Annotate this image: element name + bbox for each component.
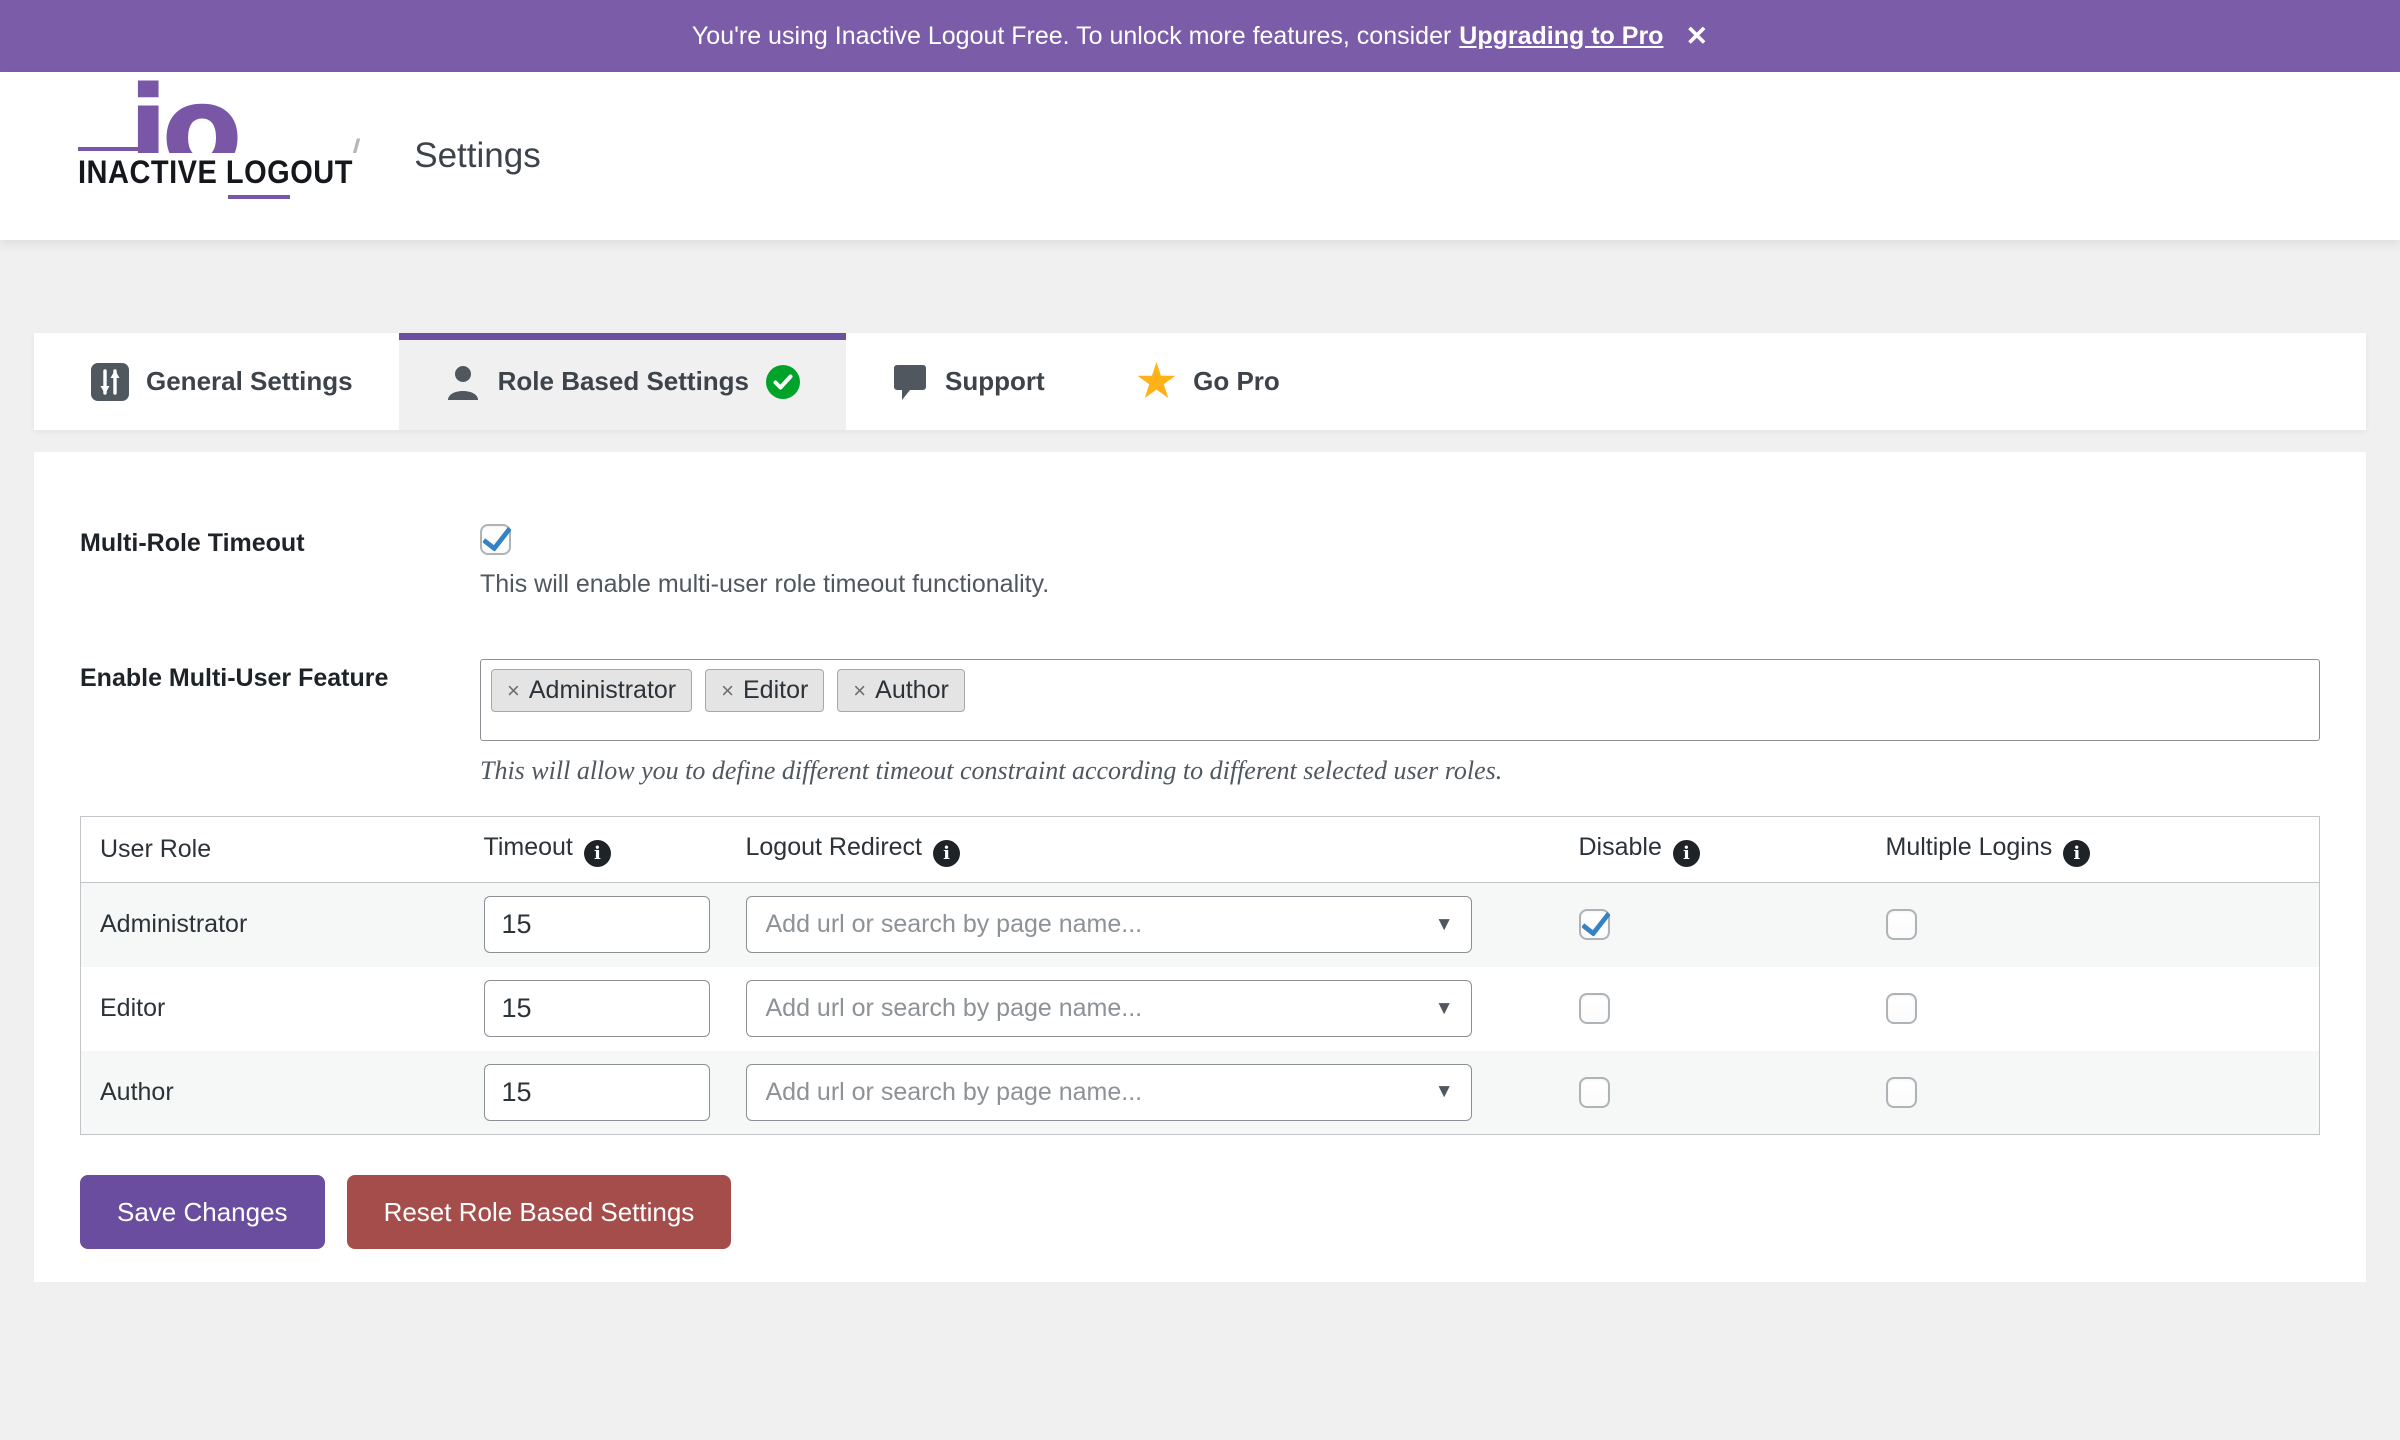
multiple-logins-checkbox[interactable] bbox=[1885, 993, 1917, 1024]
remove-tag-icon[interactable]: × bbox=[853, 677, 867, 703]
chevron-down-icon: ▼ bbox=[1434, 913, 1454, 935]
role-cell: Administrator bbox=[100, 910, 248, 939]
star-icon: ★ bbox=[1136, 356, 1177, 406]
multi-role-timeout-checkbox[interactable] bbox=[480, 524, 511, 555]
logout-redirect-select[interactable]: Add url or search by page name... ▼ bbox=[745, 896, 1472, 954]
multiple-logins-checkbox[interactable] bbox=[1885, 1076, 1917, 1108]
col-user-role: User Role bbox=[80, 816, 484, 883]
col-multiple-logins: Multiple Logins i bbox=[1885, 816, 2320, 883]
timeout-input[interactable] bbox=[483, 896, 710, 954]
check-circle-icon bbox=[766, 364, 801, 399]
chat-bubble-icon bbox=[892, 363, 928, 401]
disable-checkbox[interactable] bbox=[1578, 1076, 1610, 1108]
logo-line-right bbox=[228, 195, 290, 199]
role-tag-administrator: × Administrator bbox=[491, 669, 693, 712]
tab-role-based-settings[interactable]: Role Based Settings bbox=[398, 333, 847, 430]
select-placeholder: Add url or search by page name... bbox=[765, 1077, 1143, 1106]
role-settings-table: User Role Timeout i Logout Redirect i Disa… bbox=[80, 816, 2320, 1135]
role-tag-label: Administrator bbox=[528, 676, 677, 704]
settings-tabs: General Settings Role Based Settings Sup… bbox=[34, 333, 2366, 430]
multi-role-timeout-row: Multi-Role Timeout This will enable mult… bbox=[80, 524, 2320, 599]
inactive-logout-logo: io INACTIVE LOGOUT bbox=[78, 60, 359, 212]
tab-go-pro[interactable]: ★ Go Pro bbox=[1091, 333, 1326, 430]
role-tag-label: Editor bbox=[742, 676, 809, 704]
logo-title: INACTIVE LOGOUT bbox=[78, 153, 359, 195]
enable-multi-user-label: Enable Multi-User Feature bbox=[80, 664, 389, 692]
col-disable: Disable i bbox=[1578, 816, 1886, 883]
disable-checkbox[interactable] bbox=[1578, 993, 1610, 1024]
banner-message: You're using Inactive Logout Free. To un… bbox=[691, 21, 1452, 50]
role-tag-author: × Author bbox=[837, 669, 965, 712]
main-area: General Settings Role Based Settings Sup… bbox=[0, 333, 2400, 1282]
disable-checkbox[interactable] bbox=[1578, 909, 1610, 941]
table-row-editor: Editor Add url or search by page name...… bbox=[81, 967, 2320, 1051]
remove-tag-icon[interactable]: × bbox=[721, 677, 734, 703]
person-icon bbox=[445, 363, 481, 401]
roles-multiselect[interactable]: × Administrator × Editor × Author bbox=[480, 659, 2320, 741]
tab-label: Role Based Settings bbox=[497, 366, 750, 396]
plugin-header: io INACTIVE LOGOUT / Settings bbox=[0, 60, 2400, 240]
col-timeout: Timeout i bbox=[483, 816, 746, 883]
tab-label: General Settings bbox=[146, 366, 353, 396]
table-header-row: User Role Timeout i Logout Redirect i Disa… bbox=[80, 816, 2320, 883]
timeout-input[interactable] bbox=[483, 980, 710, 1037]
logout-redirect-select[interactable]: Add url or search by page name... ▼ bbox=[745, 1063, 1472, 1121]
tab-support[interactable]: Support bbox=[846, 333, 1091, 430]
upgrade-to-pro-link[interactable]: Upgrading to Pro bbox=[1459, 21, 1664, 50]
upgrade-banner: You're using Inactive Logout Free. To un… bbox=[0, 0, 2400, 72]
page-title: Settings bbox=[414, 136, 541, 175]
close-icon[interactable]: ✕ bbox=[1685, 20, 1709, 51]
reset-role-based-settings-button[interactable]: Reset Role Based Settings bbox=[346, 1175, 732, 1249]
tab-label: Go Pro bbox=[1193, 366, 1280, 396]
col-logout-redirect: Logout Redirect i bbox=[745, 816, 1579, 883]
save-changes-button[interactable]: Save Changes bbox=[80, 1175, 325, 1249]
enable-multi-user-row: Enable Multi-User Feature × Administrato… bbox=[80, 659, 2320, 786]
remove-tag-icon[interactable]: × bbox=[507, 677, 520, 703]
multi-role-timeout-label: Multi-Role Timeout bbox=[80, 529, 305, 557]
multi-role-timeout-field: This will enable multi-user role timeout… bbox=[480, 524, 2320, 599]
enable-multi-user-description: This will allow you to define different … bbox=[480, 756, 1503, 785]
sliders-icon bbox=[91, 362, 129, 401]
role-based-settings-panel: Multi-Role Timeout This will enable mult… bbox=[34, 452, 2366, 1282]
role-tag-editor: × Editor bbox=[705, 669, 825, 712]
table-row-administrator: Administrator Add url or search by page … bbox=[80, 882, 2320, 967]
table-row-author: Author Add url or search by page name...… bbox=[80, 1050, 2320, 1135]
multiple-logins-checkbox[interactable] bbox=[1885, 909, 1917, 941]
form-actions: Save Changes Reset Role Based Settings bbox=[80, 1175, 2320, 1249]
page-root: You're using Inactive Logout Free. To un… bbox=[0, 0, 2400, 1282]
tab-general-settings[interactable]: General Settings bbox=[34, 333, 399, 430]
info-icon[interactable]: i bbox=[2063, 839, 2091, 867]
enable-multi-user-field: × Administrator × Editor × Author This w… bbox=[480, 659, 2320, 786]
role-tag-label: Author bbox=[875, 676, 949, 704]
role-cell: Editor bbox=[100, 994, 166, 1022]
logout-redirect-select[interactable]: Add url or search by page name... ▼ bbox=[745, 980, 1472, 1037]
logo-line-left bbox=[78, 147, 142, 151]
info-icon[interactable]: i bbox=[933, 839, 961, 867]
chevron-down-icon: ▼ bbox=[1434, 1081, 1454, 1103]
info-icon[interactable]: i bbox=[1672, 839, 1700, 867]
role-cell: Author bbox=[100, 1077, 174, 1106]
tab-label: Support bbox=[945, 366, 1045, 396]
timeout-input[interactable] bbox=[483, 1063, 710, 1121]
chevron-down-icon: ▼ bbox=[1434, 997, 1454, 1019]
multi-role-timeout-description: This will enable multi-user role timeout… bbox=[480, 570, 1050, 598]
info-icon[interactable]: i bbox=[583, 839, 611, 867]
select-placeholder: Add url or search by page name... bbox=[765, 910, 1143, 939]
select-placeholder: Add url or search by page name... bbox=[765, 994, 1143, 1022]
